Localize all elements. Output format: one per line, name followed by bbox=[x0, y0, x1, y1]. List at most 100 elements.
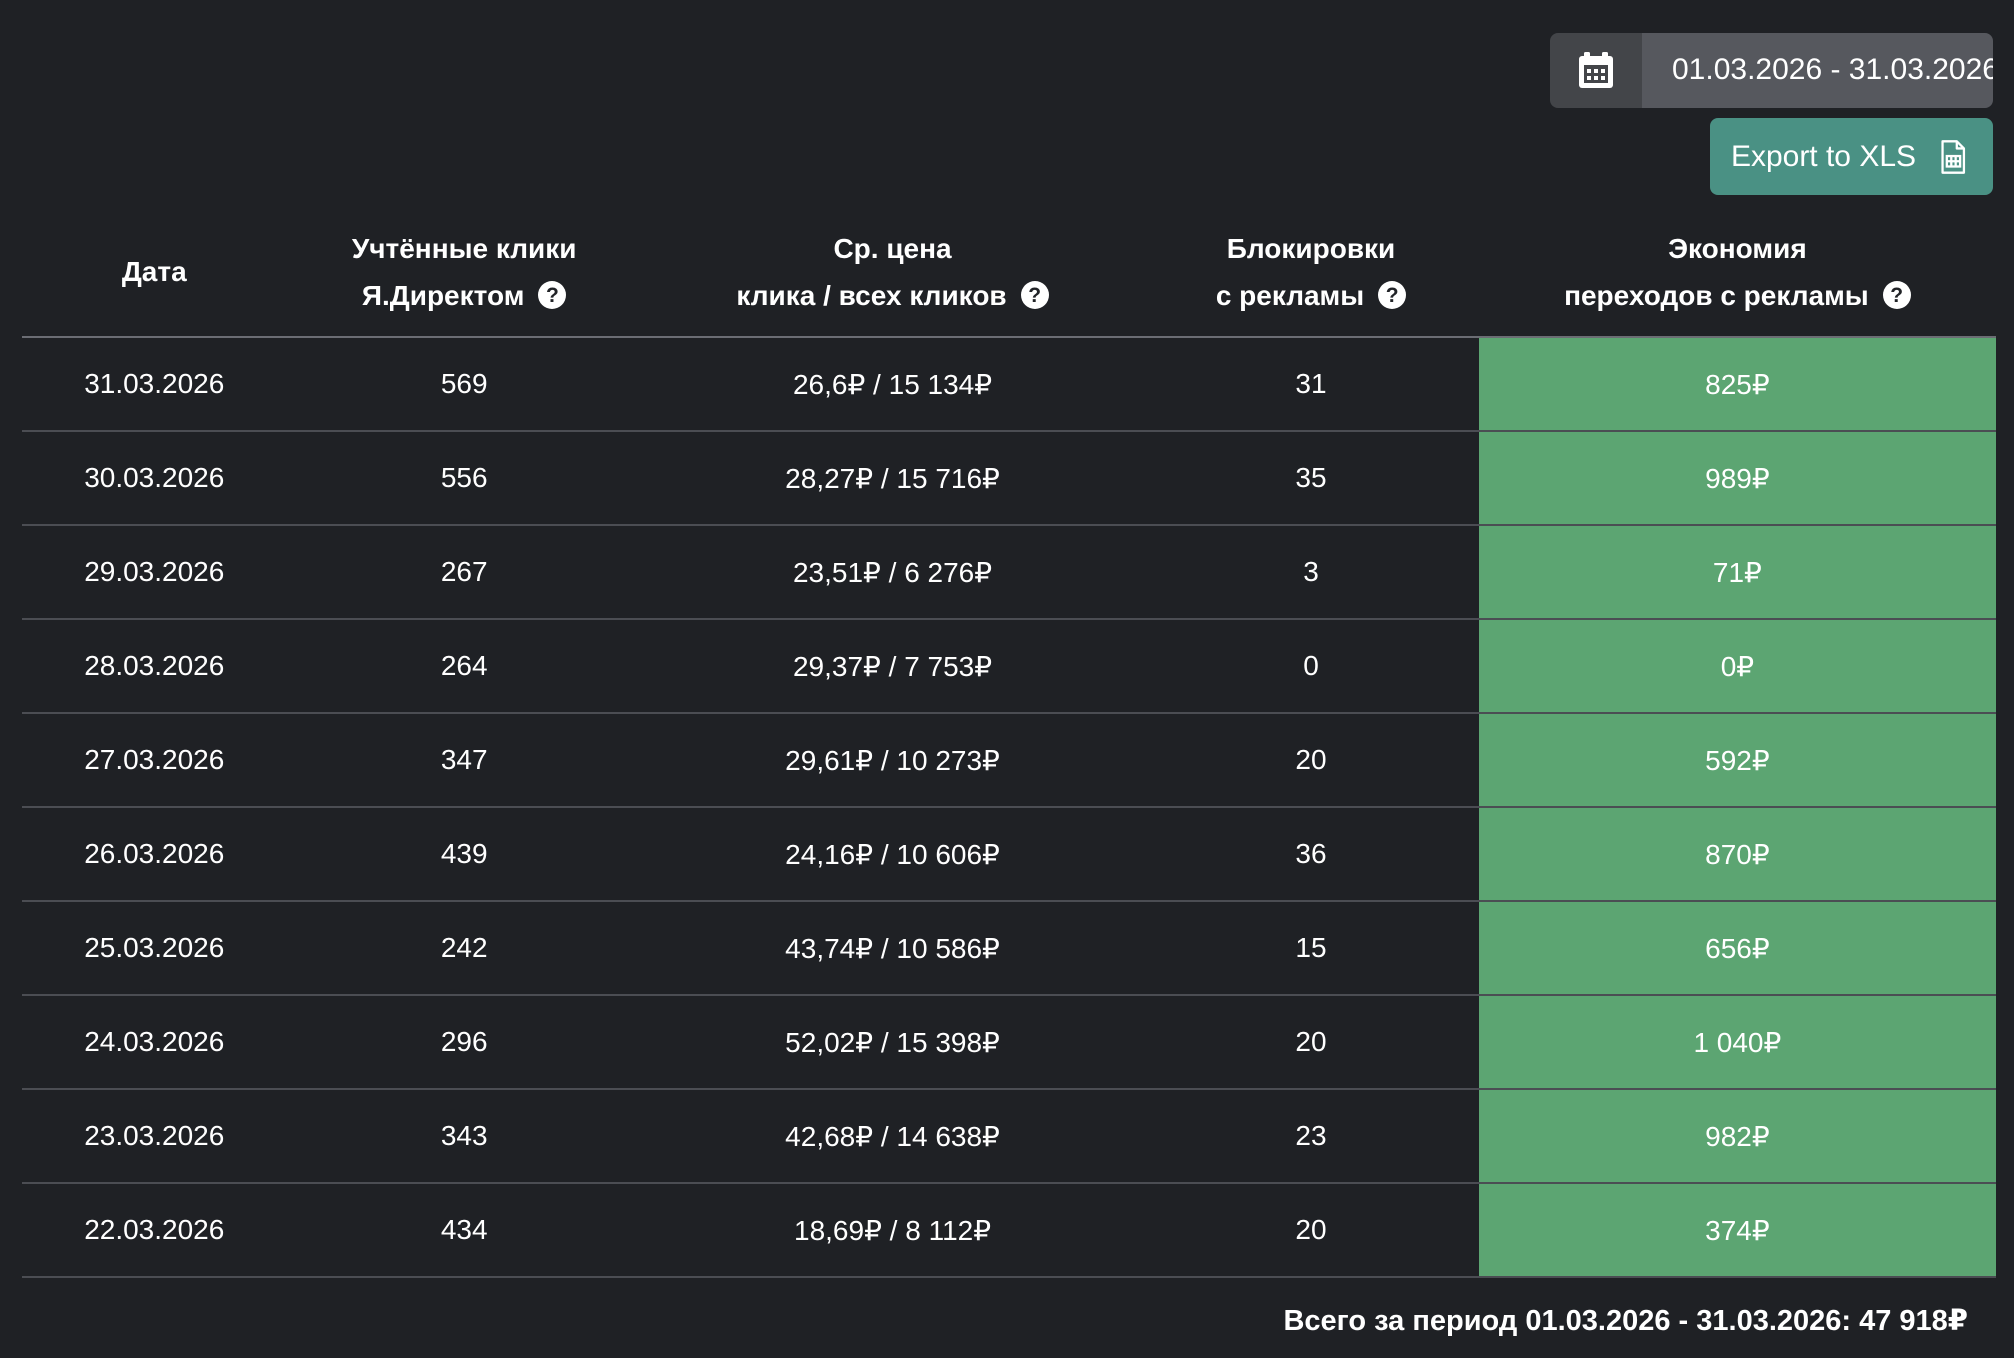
date-value: 31.03.2026 bbox=[84, 368, 225, 399]
cell-price: 29,61₽ / 10 273₽ bbox=[642, 714, 1143, 806]
column-header-label: с рекламы bbox=[1215, 279, 1365, 311]
savings-value: 870₽ bbox=[1705, 838, 1770, 870]
cell-blocks: 23 bbox=[1143, 1090, 1479, 1182]
cell-blocks: 31 bbox=[1143, 338, 1479, 430]
cell-price: 29,37₽ / 7 753₽ bbox=[642, 620, 1143, 712]
table-header-row: Дата Учтённые клики Я.Директом? Ср. цена кли… bbox=[22, 207, 1996, 338]
clicks-value: 347 bbox=[440, 744, 488, 775]
blocks-value: 0 bbox=[1303, 650, 1319, 681]
cell-blocks: 15 bbox=[1143, 902, 1479, 994]
cell-price: 52,02₽ / 15 398₽ bbox=[642, 996, 1143, 1088]
clicks-value: 434 bbox=[440, 1214, 488, 1245]
savings-value: 825₽ bbox=[1705, 368, 1770, 400]
help-icon[interactable]: ? bbox=[1378, 281, 1407, 309]
clicks-value: 264 bbox=[440, 650, 488, 681]
column-header-label: Экономия bbox=[1668, 232, 1807, 264]
blocks-value: 23 bbox=[1295, 1120, 1327, 1151]
blocks-value: 20 bbox=[1295, 744, 1327, 775]
cell-date: 23.03.2026 bbox=[22, 1090, 287, 1182]
cell-clicks: 569 bbox=[287, 338, 642, 430]
savings-value: 989₽ bbox=[1705, 462, 1770, 494]
date-value: 25.03.2026 bbox=[84, 932, 225, 963]
table-row: 25.03.2026 242 43,74₽ / 10 586₽ 15 656₽ bbox=[22, 902, 1996, 996]
cell-blocks: 3 bbox=[1143, 526, 1479, 618]
cell-blocks: 20 bbox=[1143, 714, 1479, 806]
clicks-value: 439 bbox=[440, 838, 488, 869]
column-header-clicks: Учтённые клики Я.Директом? bbox=[287, 207, 642, 336]
date-value: 27.03.2026 bbox=[84, 744, 225, 775]
cell-date: 30.03.2026 bbox=[22, 432, 287, 524]
cell-blocks: 0 bbox=[1143, 620, 1479, 712]
cell-clicks: 264 bbox=[287, 620, 642, 712]
savings-value: 374₽ bbox=[1705, 1214, 1770, 1246]
cell-price: 43,74₽ / 10 586₽ bbox=[642, 902, 1143, 994]
table-row: 22.03.2026 434 18,69₽ / 8 112₽ 20 374₽ bbox=[22, 1184, 1996, 1278]
clicks-value: 296 bbox=[440, 1026, 488, 1057]
period-total: Всего за период 01.03.2026 - 31.03.2026:… bbox=[1283, 1305, 1968, 1337]
cell-price: 18,69₽ / 8 112₽ bbox=[642, 1184, 1143, 1276]
column-header-blocks: Блокировки с рекламы? bbox=[1143, 207, 1479, 336]
date-value: 24.03.2026 bbox=[84, 1026, 225, 1057]
blocks-value: 20 bbox=[1295, 1026, 1327, 1057]
clicks-value: 556 bbox=[440, 462, 488, 493]
date-value: 30.03.2026 bbox=[84, 462, 225, 493]
spreadsheet-icon bbox=[1934, 138, 1972, 176]
table-row: 30.03.2026 556 28,27₽ / 15 716₽ 35 989₽ bbox=[22, 432, 1996, 526]
cell-clicks: 434 bbox=[287, 1184, 642, 1276]
table-row: 27.03.2026 347 29,61₽ / 10 273₽ 20 592₽ bbox=[22, 714, 1996, 808]
cell-date: 31.03.2026 bbox=[22, 338, 287, 430]
cell-price: 42,68₽ / 14 638₽ bbox=[642, 1090, 1143, 1182]
blocks-value: 31 bbox=[1295, 368, 1327, 399]
price-value: 29,61₽ / 10 273₽ bbox=[785, 744, 1000, 776]
column-header-label: Ср. цена bbox=[833, 232, 952, 264]
table-row: 24.03.2026 296 52,02₽ / 15 398₽ 20 1 040… bbox=[22, 996, 1996, 1090]
price-value: 28,27₽ / 15 716₽ bbox=[785, 462, 1000, 494]
date-value: 22.03.2026 bbox=[84, 1214, 225, 1245]
blocks-value: 35 bbox=[1295, 462, 1327, 493]
table-row: 29.03.2026 267 23,51₽ / 6 276₽ 3 71₽ bbox=[22, 526, 1996, 620]
savings-value: 71₽ bbox=[1712, 556, 1762, 588]
table-row: 23.03.2026 343 42,68₽ / 14 638₽ 23 982₽ bbox=[22, 1090, 1996, 1184]
help-icon[interactable]: ? bbox=[1020, 281, 1049, 309]
help-icon[interactable]: ? bbox=[1882, 281, 1911, 309]
table-row: 31.03.2026 569 26,6₽ / 15 134₽ 31 825₽ bbox=[22, 338, 1996, 432]
cell-savings: 592₽ bbox=[1478, 714, 1996, 806]
cell-blocks: 35 bbox=[1143, 432, 1479, 524]
price-value: 42,68₽ / 14 638₽ bbox=[785, 1120, 1000, 1152]
cell-savings: 0₽ bbox=[1478, 620, 1996, 712]
cell-savings: 825₽ bbox=[1478, 338, 1996, 430]
cell-date: 22.03.2026 bbox=[22, 1184, 287, 1276]
price-value: 52,02₽ / 15 398₽ bbox=[785, 1026, 1000, 1058]
cell-price: 26,6₽ / 15 134₽ bbox=[642, 338, 1143, 430]
cell-date: 25.03.2026 bbox=[22, 902, 287, 994]
export-xls-button[interactable]: Export to XLS bbox=[1710, 118, 1993, 195]
date-range-picker[interactable]: 01.03.2026 - 31.03.2026 bbox=[1550, 33, 1993, 108]
column-header-label: Блокировки bbox=[1226, 232, 1396, 264]
savings-value: 592₽ bbox=[1705, 744, 1770, 776]
cell-blocks: 36 bbox=[1143, 808, 1479, 900]
clicks-value: 343 bbox=[440, 1120, 488, 1151]
calendar-icon[interactable] bbox=[1550, 33, 1642, 108]
price-value: 29,37₽ / 7 753₽ bbox=[792, 650, 993, 682]
date-range-input[interactable]: 01.03.2026 - 31.03.2026 bbox=[1642, 33, 1993, 108]
cell-savings: 982₽ bbox=[1478, 1090, 1996, 1182]
price-value: 43,74₽ / 10 586₽ bbox=[785, 932, 1000, 964]
date-value: 29.03.2026 bbox=[84, 556, 225, 587]
cell-blocks: 20 bbox=[1143, 1184, 1479, 1276]
price-value: 26,6₽ / 15 134₽ bbox=[792, 368, 993, 400]
cell-date: 27.03.2026 bbox=[22, 714, 287, 806]
export-xls-label: Export to XLS bbox=[1730, 139, 1917, 173]
cell-savings: 989₽ bbox=[1478, 432, 1996, 524]
cell-date: 26.03.2026 bbox=[22, 808, 287, 900]
cell-date: 29.03.2026 bbox=[22, 526, 287, 618]
column-header-savings: Экономия переходов с рекламы? bbox=[1479, 207, 1996, 336]
cell-clicks: 439 bbox=[287, 808, 642, 900]
stats-table: Дата Учтённые клики Я.Директом? Ср. цена кли… bbox=[22, 207, 1996, 1278]
cell-clicks: 347 bbox=[287, 714, 642, 806]
savings-value: 982₽ bbox=[1705, 1120, 1770, 1152]
table-row: 28.03.2026 264 29,37₽ / 7 753₽ 0 0₽ bbox=[22, 620, 1996, 714]
help-icon[interactable]: ? bbox=[538, 281, 567, 309]
cell-clicks: 556 bbox=[287, 432, 642, 524]
cell-savings: 71₽ bbox=[1478, 526, 1996, 618]
